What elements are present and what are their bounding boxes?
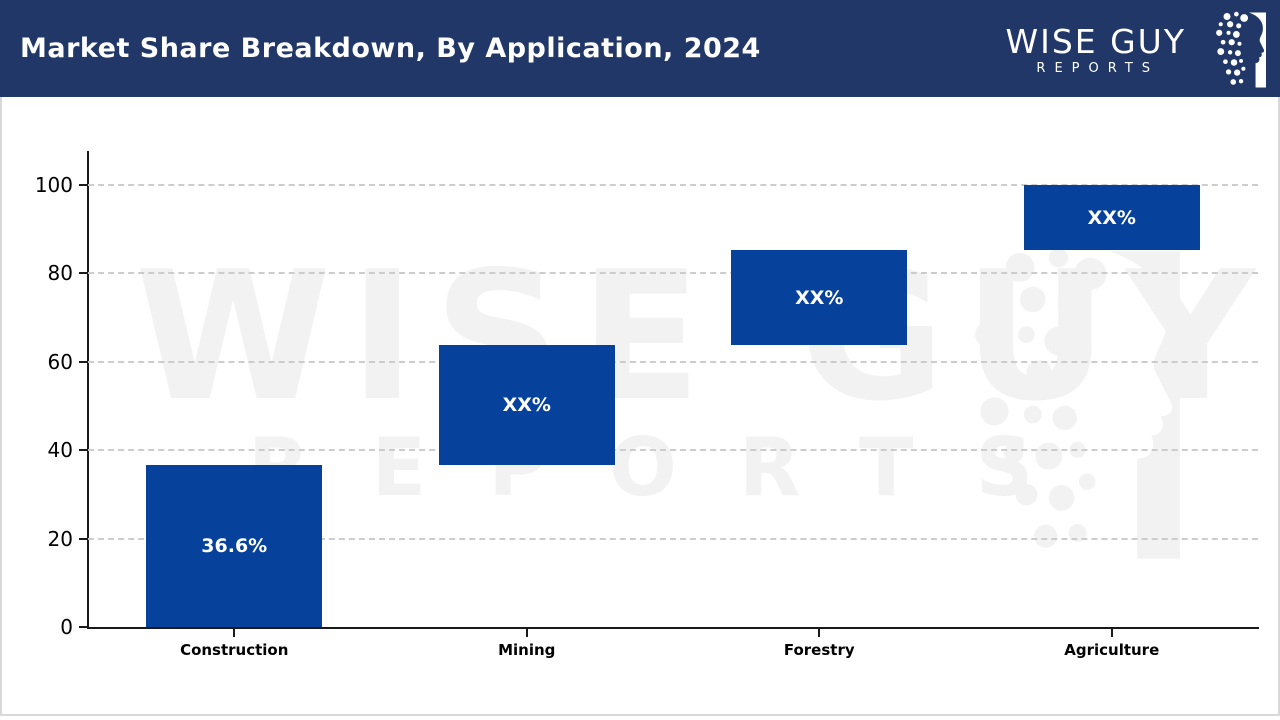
gridline-100 bbox=[88, 184, 1258, 186]
bar-value-label: XX% bbox=[795, 286, 844, 309]
bar-value-label: 36.6% bbox=[201, 535, 268, 558]
y-tick-label-100: 100 bbox=[34, 173, 73, 197]
x-category-label: Agriculture bbox=[1064, 641, 1160, 659]
x-tick-mark-agriculture bbox=[1110, 629, 1113, 637]
bar-construction: 36.6% bbox=[146, 465, 323, 627]
y-tick-mark-0 bbox=[79, 626, 87, 628]
bar-agriculture: XX% bbox=[1023, 185, 1200, 251]
frame-border-bottom bbox=[0, 714, 1280, 716]
y-tick-label-80: 80 bbox=[47, 261, 73, 286]
gridline-40 bbox=[88, 449, 1258, 452]
y-tick-mark-80 bbox=[79, 272, 87, 275]
y-tick-mark-40 bbox=[79, 449, 87, 452]
x-tick-mark-mining bbox=[525, 629, 528, 637]
y-tick-label-0: 0 bbox=[60, 615, 73, 639]
header-bar: Market Share Breakdown, By Application, … bbox=[0, 0, 1280, 97]
bar-value-label: XX% bbox=[502, 394, 551, 417]
brand-logo-text: WISE GUY REPORTS bbox=[1005, 25, 1186, 76]
x-category-label: Forestry bbox=[783, 641, 855, 659]
x-tick-mark-construction bbox=[233, 629, 236, 637]
x-axis-line bbox=[87, 627, 1259, 629]
frame-border-right bbox=[1278, 97, 1280, 716]
page-title: Market Share Breakdown, By Application, … bbox=[20, 33, 761, 64]
y-tick-label-40: 40 bbox=[47, 438, 73, 463]
gridline-20 bbox=[88, 537, 1258, 540]
bar-mining: XX% bbox=[438, 345, 615, 466]
brand-name: WISE GUY bbox=[1005, 21, 1186, 61]
gridline-60 bbox=[88, 360, 1258, 363]
y-tick-label-60: 60 bbox=[47, 349, 73, 374]
y-tick-mark-60 bbox=[79, 360, 87, 363]
brand-subtitle: REPORTS bbox=[1036, 60, 1160, 76]
y-axis-line bbox=[87, 151, 89, 629]
x-tick-mark-forestry bbox=[818, 629, 821, 637]
bar-value-label: XX% bbox=[1087, 206, 1136, 229]
x-category-label: Mining bbox=[498, 641, 556, 659]
y-tick-mark-100 bbox=[79, 184, 87, 186]
brand-logo: WISE GUY REPORTS bbox=[1005, 8, 1266, 92]
bar-forestry: XX% bbox=[731, 250, 908, 345]
y-tick-mark-20 bbox=[79, 537, 87, 540]
x-category-label: Construction bbox=[180, 641, 289, 659]
gridline-80 bbox=[88, 272, 1258, 275]
y-tick-label-20: 20 bbox=[47, 526, 73, 551]
frame-border-left bbox=[0, 97, 2, 716]
